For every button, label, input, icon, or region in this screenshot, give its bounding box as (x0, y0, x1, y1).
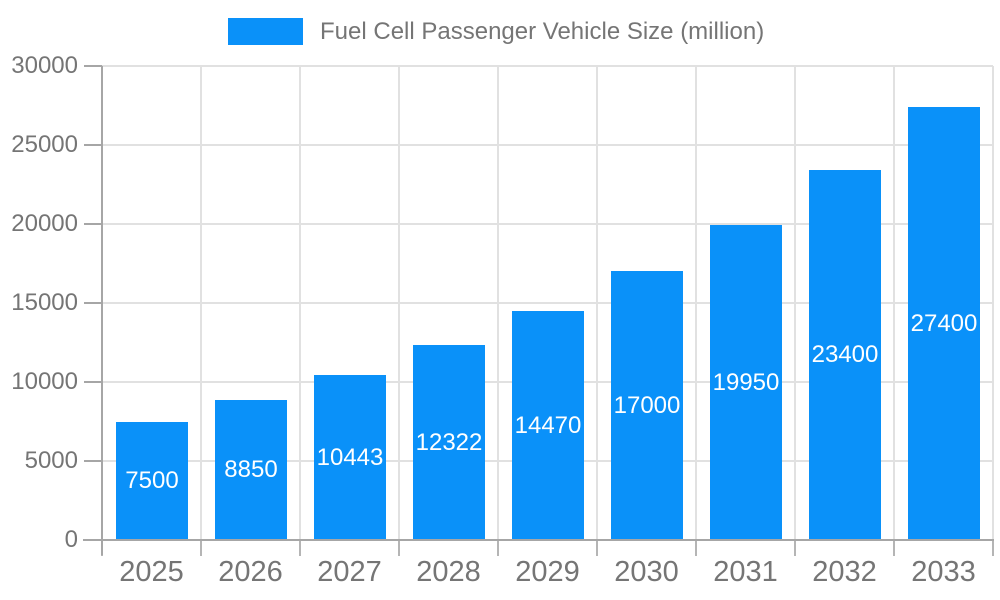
bar-value-label: 17000 (613, 392, 681, 419)
x-axis-line (83, 539, 994, 541)
legend-series-label: Fuel Cell Passenger Vehicle Size (millio… (320, 18, 765, 45)
bar-2029[interactable] (512, 311, 584, 539)
x-gridline (398, 66, 400, 540)
y-gridline (102, 65, 993, 67)
y-axis-tick (84, 223, 102, 225)
x-axis-tick-label: 2030 (614, 556, 679, 588)
x-axis-tick (794, 541, 796, 556)
x-axis-tick-label: 2028 (416, 556, 481, 588)
x-axis-tick (200, 541, 202, 556)
bar-2033[interactable] (908, 107, 980, 539)
x-axis-tick-label: 2027 (317, 556, 382, 588)
x-axis-tick (893, 541, 895, 556)
bar-value-label: 19950 (712, 369, 780, 396)
x-axis-tick (497, 541, 499, 556)
y-axis-tick (84, 144, 102, 146)
x-gridline (794, 66, 796, 540)
bar-2030[interactable] (611, 271, 683, 539)
x-gridline (596, 66, 598, 540)
x-axis-tick-label: 2031 (713, 556, 778, 588)
y-axis-tick (84, 460, 102, 462)
y-gridline (102, 302, 993, 304)
bar-value-label: 27400 (910, 310, 978, 337)
x-gridline (992, 66, 994, 540)
x-axis-tick (596, 541, 598, 556)
y-axis-tick-label: 15000 (11, 289, 78, 316)
y-axis-tick-label: 5000 (24, 447, 78, 474)
x-axis-tick-label: 2025 (119, 556, 184, 588)
bar-value-label: 12322 (415, 429, 483, 456)
bar-2025[interactable] (116, 422, 188, 539)
y-axis-tick (84, 302, 102, 304)
y-axis-tick-label: 10000 (11, 368, 78, 395)
bar-2026[interactable] (215, 400, 287, 539)
bar-value-label: 7500 (125, 467, 179, 494)
y-axis-tick-label: 30000 (11, 52, 78, 79)
bar-value-label: 10443 (316, 444, 384, 471)
x-gridline (497, 66, 499, 540)
y-axis-tick-label: 20000 (11, 210, 78, 237)
bar-value-label: 8850 (224, 456, 278, 483)
x-axis-tick (992, 541, 994, 556)
x-axis-tick-label: 2033 (911, 556, 976, 588)
bar-2032[interactable] (809, 170, 881, 539)
y-axis-line (101, 66, 103, 555)
x-axis-tick-label: 2026 (218, 556, 283, 588)
x-axis-tick (299, 541, 301, 556)
x-gridline (695, 66, 697, 540)
x-gridline (299, 66, 301, 540)
x-axis-tick-label: 2032 (812, 556, 877, 588)
bar-value-label: 23400 (811, 341, 879, 368)
x-axis-tick (695, 541, 697, 556)
y-axis-tick-label: 0 (64, 526, 78, 553)
x-axis-tick (398, 541, 400, 556)
y-axis-tick-label: 25000 (11, 131, 78, 158)
x-gridline (893, 66, 895, 540)
bar-2028[interactable] (413, 345, 485, 539)
x-gridline (200, 66, 202, 540)
y-gridline (102, 223, 993, 225)
y-axis-tick (84, 381, 102, 383)
y-axis-tick (84, 65, 102, 67)
x-axis-tick-label: 2029 (515, 556, 580, 588)
bar-2027[interactable] (314, 375, 386, 539)
bar-2031[interactable] (710, 225, 782, 539)
bar-value-label: 14470 (514, 412, 582, 439)
legend-color-swatch-icon (228, 18, 303, 45)
y-gridline (102, 144, 993, 146)
